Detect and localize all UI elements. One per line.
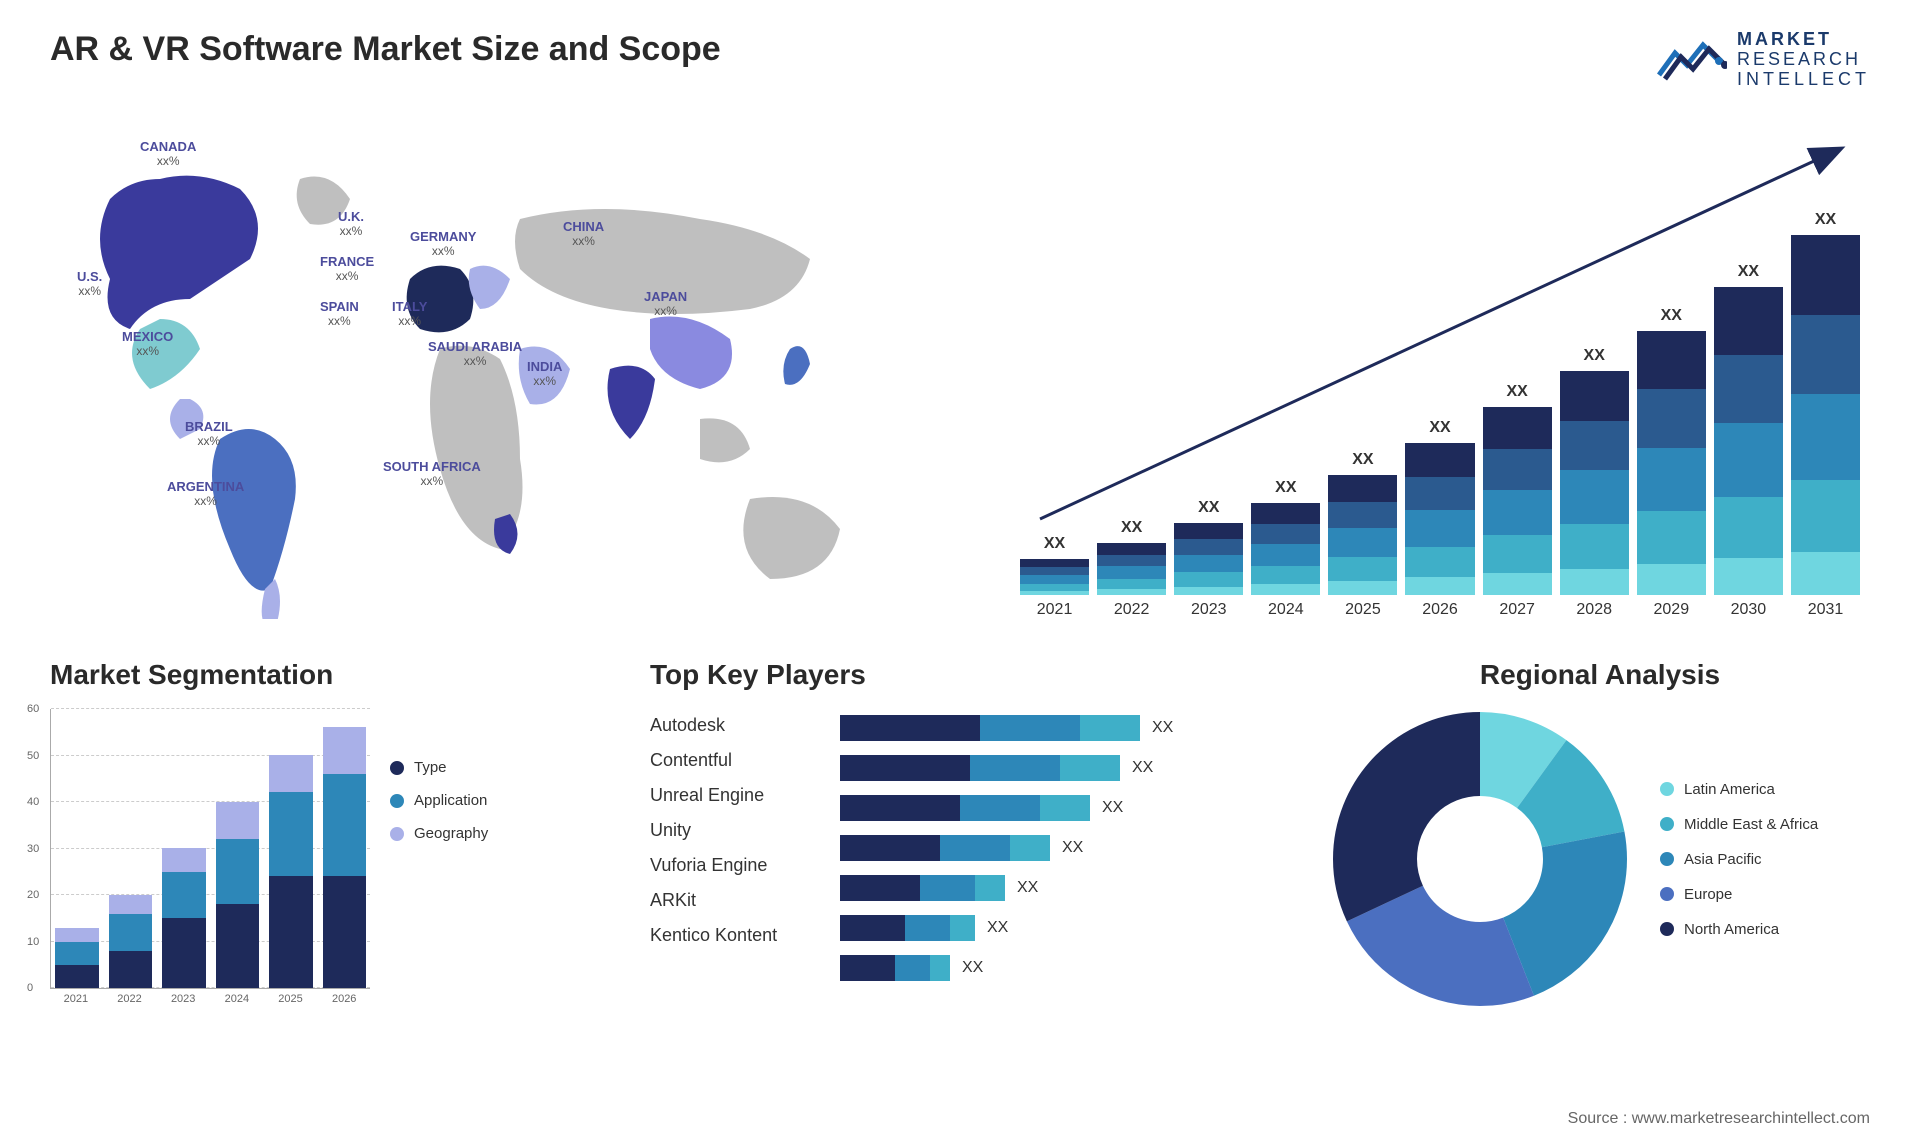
map-label: U.S.xx% xyxy=(77,269,102,298)
growth-bar: XX2024 xyxy=(1251,479,1320,619)
map-label: CANADAxx% xyxy=(140,139,196,168)
map-label: FRANCExx% xyxy=(320,254,374,283)
player-bar-row: XX xyxy=(840,955,1290,981)
map-label: ARGENTINAxx% xyxy=(167,479,244,508)
players-chart: XX XX XX XX XX XX XX xyxy=(840,709,1290,981)
regional-panel: Regional Analysis Latin America Middle Ea… xyxy=(1330,659,1870,1009)
growth-bar: XX2026 xyxy=(1405,419,1474,619)
logo-line3: INTELLECT xyxy=(1737,70,1870,90)
growth-bar: XX2029 xyxy=(1637,307,1706,619)
growth-bar: XX2023 xyxy=(1174,499,1243,619)
logo-icon xyxy=(1657,35,1727,85)
legend-item: Latin America xyxy=(1660,781,1818,798)
player-bar-row: XX xyxy=(840,915,1290,941)
segmentation-bar xyxy=(216,802,260,989)
growth-bar: XX2025 xyxy=(1328,451,1397,619)
legend-item: Asia Pacific xyxy=(1660,851,1818,868)
player-name: Unity xyxy=(650,820,820,841)
legend-item: North America xyxy=(1660,921,1818,938)
player-name: Contentful xyxy=(650,750,820,771)
segmentation-bar xyxy=(269,755,313,988)
legend-item: Application xyxy=(390,792,610,809)
segmentation-bar xyxy=(55,928,99,989)
growth-bar: XX2028 xyxy=(1560,347,1629,619)
player-name: Vuforia Engine xyxy=(650,855,820,876)
growth-bar: XX2027 xyxy=(1483,383,1552,619)
player-name: Unreal Engine xyxy=(650,785,820,806)
growth-bar: XX2021 xyxy=(1020,535,1089,619)
segmentation-title: Market Segmentation xyxy=(50,659,610,691)
growth-bar: XX2030 xyxy=(1714,263,1783,619)
legend-item: Type xyxy=(390,759,610,776)
map-label: BRAZILxx% xyxy=(185,419,233,448)
segmentation-bar xyxy=(162,848,206,988)
map-label: SPAINxx% xyxy=(320,299,359,328)
map-label: SOUTH AFRICAxx% xyxy=(383,459,481,488)
segmentation-legend: Type Application Geography xyxy=(390,709,610,1005)
map-label: SAUDI ARABIAxx% xyxy=(428,339,522,368)
growth-chart-panel: XX2021XX2022XX2023XX2024XX2025XX2026XX20… xyxy=(1010,119,1870,619)
regional-legend: Latin America Middle East & Africa Asia Pa… xyxy=(1660,781,1818,938)
page-title: AR & VR Software Market Size and Scope xyxy=(50,30,721,69)
growth-bar: XX2022 xyxy=(1097,519,1166,619)
logo-line1: MARKET xyxy=(1737,30,1870,50)
segmentation-panel: Market Segmentation 0102030405060 202120… xyxy=(50,659,610,1009)
segmentation-chart: 0102030405060 xyxy=(50,709,370,989)
legend-item: Middle East & Africa xyxy=(1660,816,1818,833)
segmentation-bar xyxy=(323,727,367,988)
map-label: JAPANxx% xyxy=(644,289,687,318)
map-label: U.K.xx% xyxy=(338,209,364,238)
players-title: Top Key Players xyxy=(650,659,1290,691)
legend-item: Geography xyxy=(390,825,610,842)
map-label: GERMANYxx% xyxy=(410,229,476,258)
segmentation-bar xyxy=(109,895,153,988)
map-label: MEXICOxx% xyxy=(122,329,173,358)
player-bar-row: XX xyxy=(840,795,1290,821)
world-map-icon xyxy=(50,119,950,619)
map-label: CHINAxx% xyxy=(563,219,604,248)
players-list: Autodesk Contentful Unreal Engine Unity Vufo… xyxy=(650,709,820,981)
logo-line2: RESEARCH xyxy=(1737,50,1870,70)
player-name: Autodesk xyxy=(650,715,820,736)
map-label: ITALYxx% xyxy=(392,299,427,328)
players-panel: Top Key Players Autodesk Contentful Unreal… xyxy=(650,659,1290,1009)
source-text: Source : www.marketresearchintellect.com xyxy=(1568,1110,1870,1128)
player-bar-row: XX xyxy=(840,715,1290,741)
growth-bar: XX2031 xyxy=(1791,211,1860,619)
player-bar-row: XX xyxy=(840,755,1290,781)
player-name: Kentico Kontent xyxy=(650,925,820,946)
regional-title: Regional Analysis xyxy=(1330,659,1870,691)
world-map-panel: CANADAxx% U.S.xx% MEXICOxx% BRAZILxx% ARGENT… xyxy=(50,119,950,619)
legend-item: Europe xyxy=(1660,886,1818,903)
regional-donut xyxy=(1330,709,1630,1009)
map-label: INDIAxx% xyxy=(527,359,562,388)
player-bar-row: XX xyxy=(840,875,1290,901)
player-name: ARKit xyxy=(650,890,820,911)
player-bar-row: XX xyxy=(840,835,1290,861)
brand-logo: MARKET RESEARCH INTELLECT xyxy=(1657,30,1870,89)
